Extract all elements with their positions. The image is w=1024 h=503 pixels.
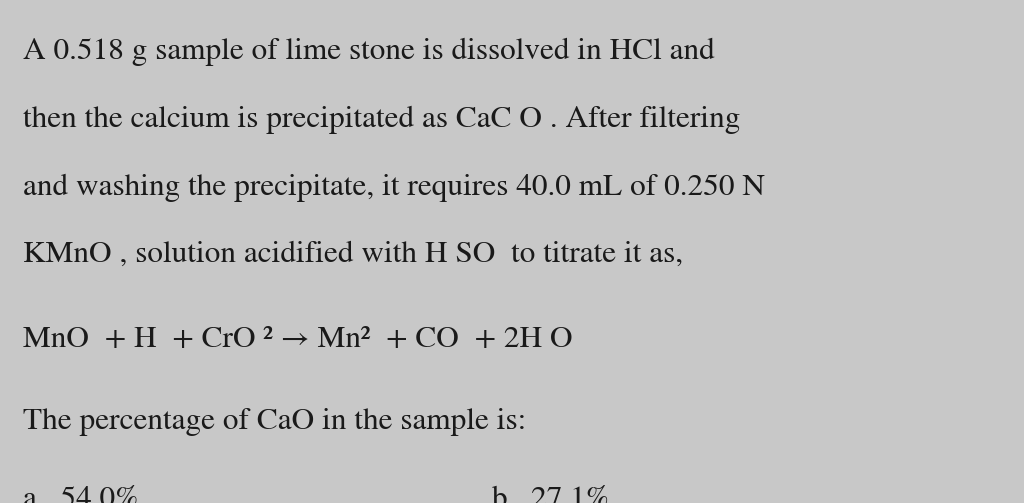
Text: a.  54.0%: a. 54.0% [23,486,138,503]
Text: A 0.518 g sample of lime stone is dissolved in HCl and: A 0.518 g sample of lime stone is dissol… [23,38,715,66]
Text: The percentage of CaO in the sample is:: The percentage of CaO in the sample is: [23,408,526,436]
Text: then the calcium is precipitated as CaC₂O₄. After filtering: then the calcium is precipitated as CaC₂… [23,106,740,134]
Text: and washing the precipitate, it requires 40.0 mL of 0.250 N: and washing the precipitate, it requires… [23,174,765,202]
Text: KMnO₄, solution acidified with H₂SO₄ to titrate it as,: KMnO₄, solution acidified with H₂SO₄ to … [23,241,683,269]
Text: b.  27.1%: b. 27.1% [492,486,608,503]
Text: MnO₄⁻+ H⁺ + CrO₄²⁻→ Mn²⁺ + CO₂ + 2H₂O: MnO₄⁻+ H⁺ + CrO₄²⁻→ Mn²⁺ + CO₂ + 2H₂O [23,326,572,354]
